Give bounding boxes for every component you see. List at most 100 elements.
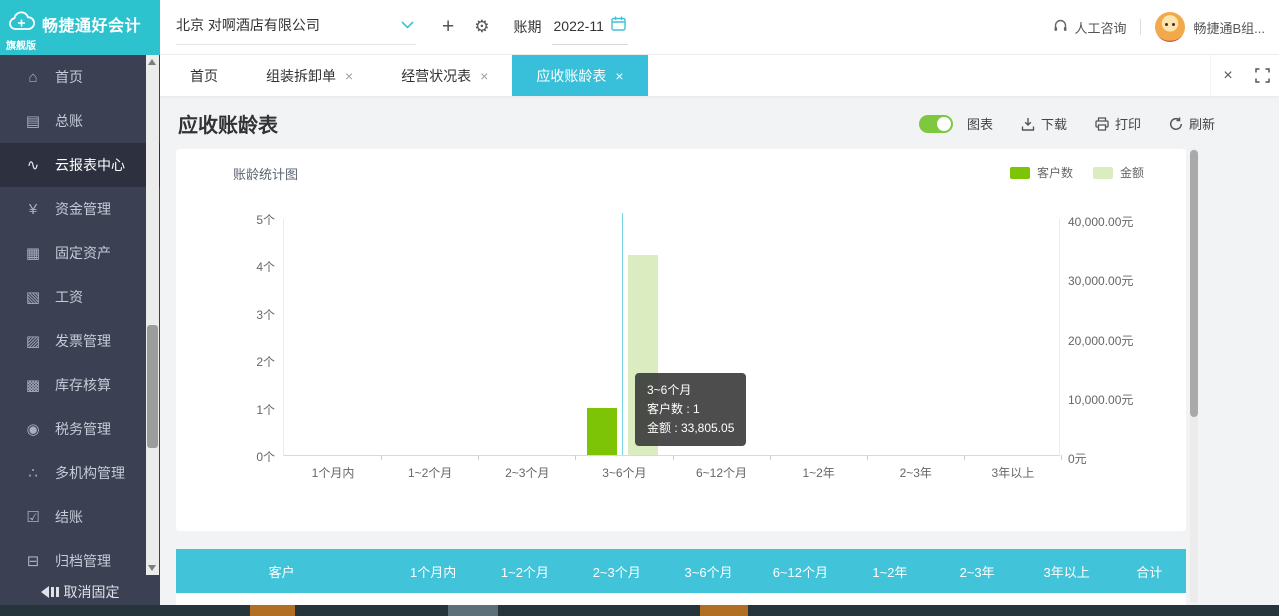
- content-scrollbar[interactable]: [1190, 148, 1198, 603]
- user-avatar[interactable]: [1155, 12, 1186, 42]
- sidebar-item-11[interactable]: ⊟ 归档管理: [0, 539, 160, 583]
- sidebar-item-0[interactable]: ⌂ 首页: [0, 55, 160, 99]
- tooltip-line: 客户数 : 1: [647, 402, 700, 416]
- tooltip-line: 金额 : 33,805.05: [647, 421, 735, 435]
- bar-客户数-3~6个月[interactable]: [586, 408, 617, 455]
- sidebar-scrollbar[interactable]: [146, 55, 159, 575]
- table-column-header[interactable]: 3~6个月: [684, 564, 733, 580]
- sidebar-item-1[interactable]: ▤ 总账: [0, 99, 160, 143]
- x-axis-label: 6~12个月: [695, 466, 748, 480]
- aging-table-row: [176, 593, 1186, 607]
- legend-swatch: [1092, 166, 1113, 179]
- taskbar-app-segment[interactable]: [250, 605, 295, 616]
- taskbar-app-segment[interactable]: [448, 605, 498, 616]
- period-picker[interactable]: 2022-11: [551, 10, 628, 45]
- x-axis-tick: [672, 455, 674, 460]
- collapse-left-icon: [40, 586, 59, 598]
- x-axis-label: 1~2个月: [407, 466, 453, 480]
- chart-plot-area[interactable]: 5个 4个 3个 2个 1个 0个 40,000.00元 30,000.00元 20,000.0…: [256, 213, 1133, 480]
- os-taskbar[interactable]: [0, 605, 1279, 616]
- refresh-icon: [1169, 117, 1183, 131]
- y-axis-right-tick: 30,000.00元: [1068, 274, 1134, 289]
- x-axis-tick: [478, 455, 480, 460]
- download-icon: [1021, 117, 1035, 131]
- download-button[interactable]: 下载: [1021, 114, 1067, 133]
- chart-tooltip: 3~6个月客户数 : 1 金额 : 33,805.05: [635, 373, 747, 446]
- tab-close-icon[interactable]: ×: [615, 67, 624, 84]
- table-column-header[interactable]: 2~3年: [959, 564, 995, 580]
- y-axis-right-tick: 0元: [1068, 452, 1087, 466]
- top-header: 北京 对啊酒店有限公司 + ⚙ 账期 2022-11 人工咨询 畅捷通B组...: [160, 0, 1279, 55]
- refresh-label: 刷新: [1188, 117, 1215, 132]
- download-label: 下载: [1040, 117, 1067, 132]
- legend-item-金额[interactable]: 金额: [1092, 164, 1144, 181]
- sidebar-item-label: 资金管理: [55, 201, 111, 217]
- chart-toggle[interactable]: [918, 114, 953, 133]
- period-value: 2022-11: [553, 17, 604, 34]
- sidebar-item-label: 首页: [55, 69, 83, 85]
- x-axis-label: 3年以上: [991, 466, 1035, 480]
- fullscreen-icon[interactable]: [1245, 55, 1279, 96]
- company-selector[interactable]: 北京 对啊酒店有限公司: [176, 9, 416, 45]
- table-column-header[interactable]: 客户: [268, 564, 295, 580]
- taskbar-app-segment[interactable]: [700, 605, 748, 616]
- x-axis-label: 1个月内: [311, 466, 355, 480]
- live-support-button[interactable]: 人工咨询: [1053, 18, 1126, 37]
- table-column-header[interactable]: 6~12个月: [772, 564, 828, 580]
- y-axis-right-tick: 10,000.00元: [1068, 392, 1134, 407]
- table-column-header[interactable]: 2~3个月: [592, 564, 641, 580]
- table-column-header[interactable]: 3年以上: [1043, 564, 1090, 580]
- sidebar-item-label: 总账: [55, 113, 83, 129]
- refresh-button[interactable]: 刷新: [1169, 114, 1215, 133]
- brand-logo[interactable]: 畅捷通好会计 旗舰版: [0, 0, 160, 55]
- sidebar-item-7[interactable]: ▩ 库存核算: [0, 363, 160, 407]
- sidebar-scroll-thumb[interactable]: [147, 325, 158, 448]
- tab-close-icon[interactable]: ×: [345, 67, 354, 84]
- content-scroll-thumb[interactable]: [1190, 150, 1198, 417]
- tab-3[interactable]: 应收账龄表 ×: [512, 55, 648, 96]
- y-axis-right-tick: 40,000.00元: [1068, 215, 1134, 229]
- x-axis-label: 2~3个月: [505, 466, 550, 480]
- sidebar-item-10[interactable]: ☑ 结账: [0, 495, 160, 539]
- sidebar-item-4[interactable]: ▦ 固定资产: [0, 231, 160, 275]
- table-column-header[interactable]: 1~2年: [872, 564, 908, 580]
- tab-0[interactable]: 首页: [166, 55, 242, 96]
- sidebar-item-3[interactable]: ¥ 资金管理: [0, 187, 160, 231]
- tab-2[interactable]: 经营状况表 ×: [377, 55, 512, 96]
- tab-close-icon[interactable]: ×: [480, 67, 489, 84]
- tabs-bar: 首页 组装拆卸单 × 经营状况表 × 应收账龄表 × ×: [160, 55, 1279, 96]
- sidebar-item-2[interactable]: ∿ 云报表中心: [0, 143, 160, 187]
- sidebar-item-9[interactable]: ∴ 多机构管理: [0, 451, 160, 495]
- sidebar-item-5[interactable]: ▧ 工资: [0, 275, 160, 319]
- print-icon: [1095, 116, 1109, 131]
- scroll-up-icon[interactable]: [148, 59, 156, 65]
- scroll-down-icon[interactable]: [148, 565, 156, 571]
- print-button[interactable]: 打印: [1095, 114, 1141, 133]
- unpin-sidebar-button[interactable]: 取消固定: [0, 579, 160, 605]
- settings-gear-icon[interactable]: ⚙: [474, 17, 490, 36]
- sidebar-item-6[interactable]: ▨ 发票管理: [0, 319, 160, 363]
- x-axis-label: 2~3年: [899, 466, 932, 480]
- home-icon: ⌂: [28, 68, 38, 86]
- ledger-icon: ▤: [25, 113, 41, 130]
- username[interactable]: 畅捷通B组...: [1193, 20, 1265, 36]
- close-tabs-button[interactable]: ×: [1223, 66, 1233, 84]
- sidebar-item-8[interactable]: ◉ 税务管理: [0, 407, 160, 451]
- table-column-header[interactable]: 1个月内: [409, 564, 457, 580]
- x-axis-tick: [963, 455, 965, 460]
- tooltip-line: 3~6个月: [647, 383, 692, 397]
- table-column-header[interactable]: 1~2个月: [500, 564, 549, 580]
- tab-label: 组装拆卸单: [266, 67, 336, 84]
- add-account-button[interactable]: +: [442, 15, 455, 38]
- header-divider: [1140, 19, 1142, 35]
- tab-1[interactable]: 组装拆卸单 ×: [242, 55, 377, 96]
- y-axis-left-tick: 5个: [256, 213, 275, 227]
- tab-label: 经营状况表: [401, 67, 472, 84]
- y-axis-left-tick: 1个: [256, 402, 275, 417]
- legend-item-客户数[interactable]: 客户数: [1009, 164, 1073, 181]
- y-axis-right-tick: 20,000.00元: [1068, 333, 1134, 348]
- x-axis-tick: [1061, 455, 1062, 460]
- page-title: 应收账龄表: [178, 115, 278, 137]
- table-column-header[interactable]: 合计: [1136, 564, 1163, 580]
